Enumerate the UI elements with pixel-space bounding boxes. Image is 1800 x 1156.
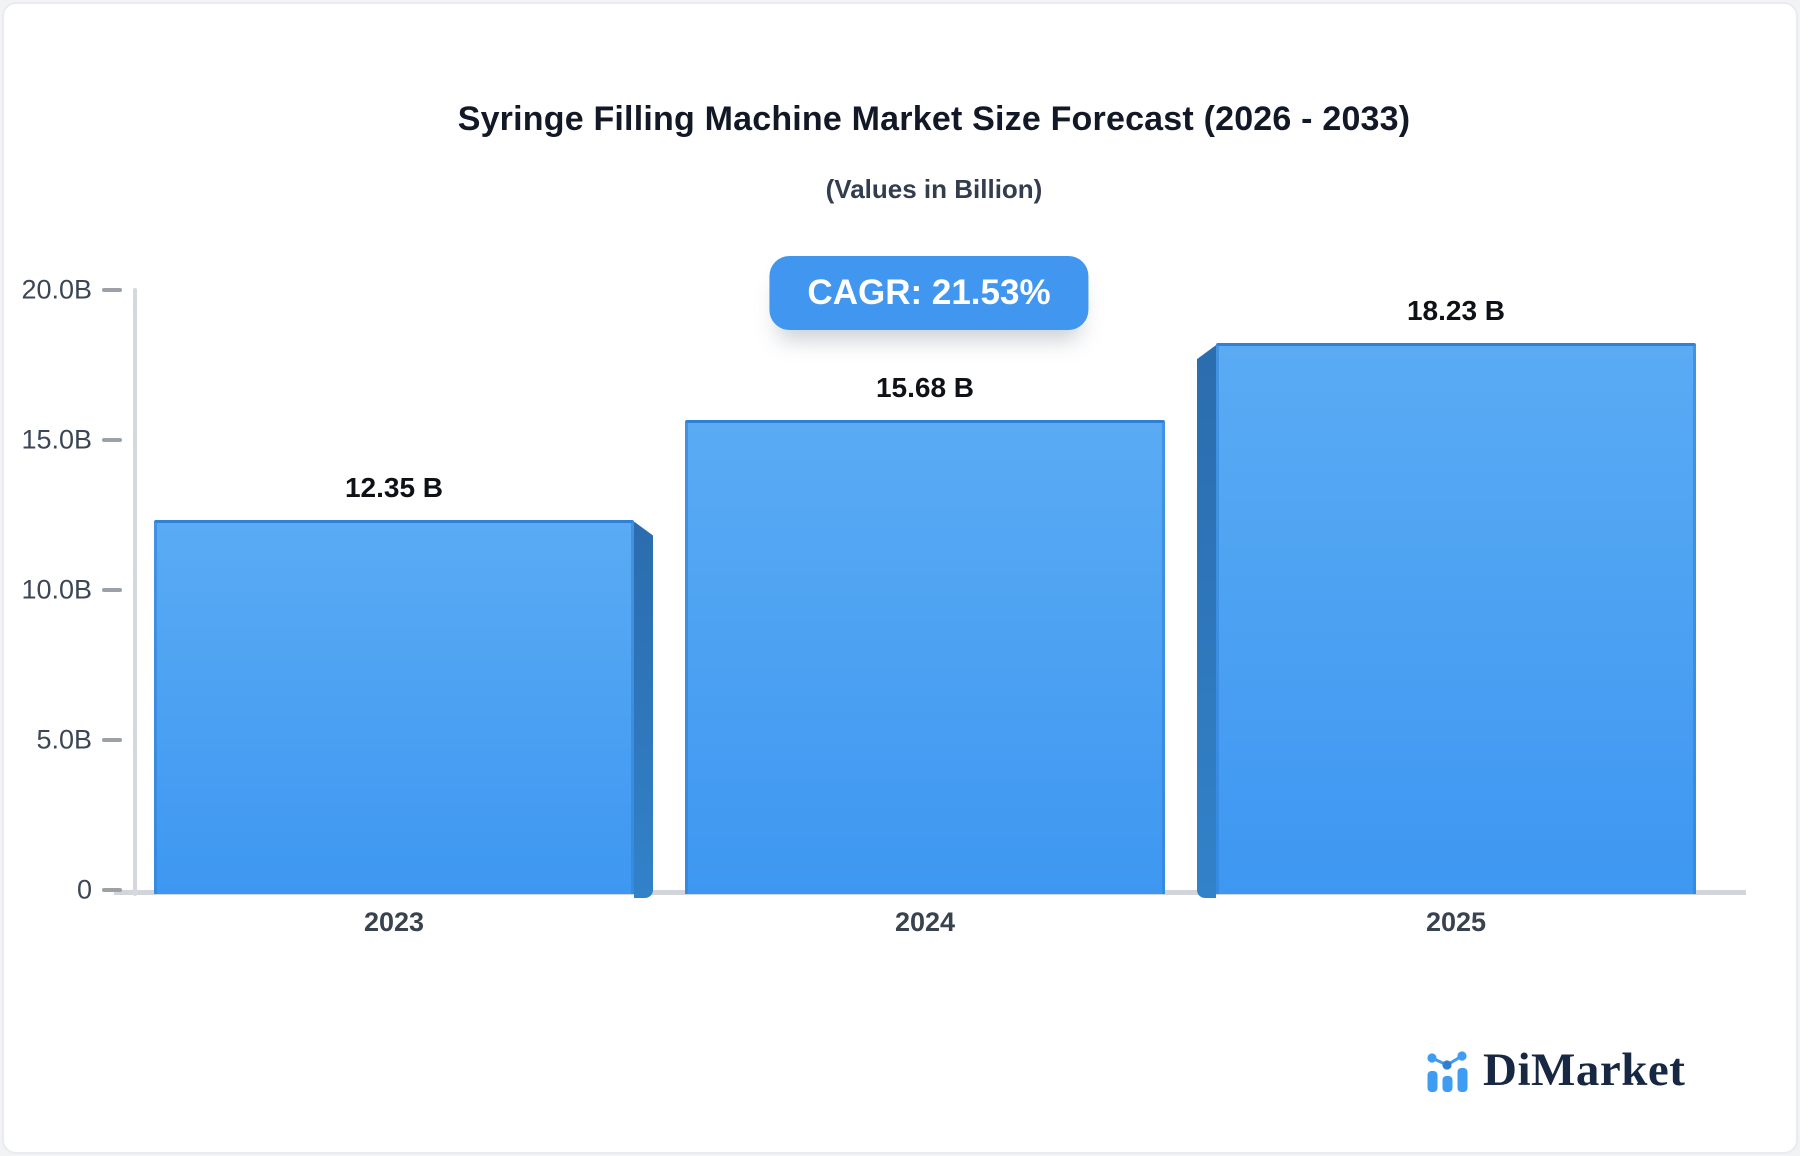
chart-title: Syringe Filling Machine Market Size Fore… (457, 100, 1411, 138)
bar-3d-side (1197, 345, 1216, 898)
y-tick-label: 20.0B (21, 274, 92, 305)
bar-value-label: 18.23 B (1406, 295, 1506, 327)
bar-2024[interactable] (685, 419, 1165, 894)
brand-logo-text: DiMarket (1483, 1044, 1686, 1096)
y-tick-mark (102, 738, 122, 742)
y-tick-mark (102, 288, 122, 292)
y-tick-label: 15.0B (21, 424, 92, 455)
brand-logo[interactable]: DiMarket (1425, 1046, 1685, 1094)
y-tick-mark (102, 438, 122, 442)
bar-2025[interactable] (1216, 343, 1696, 894)
y-axis-line (133, 288, 137, 896)
bar-2023[interactable] (154, 519, 634, 894)
bar-chart-trend-icon (1427, 1051, 1468, 1092)
y-tick-label: 0 (76, 874, 92, 905)
x-tick-label: 2024 (894, 907, 956, 937)
bar-value-label: 15.68 B (875, 371, 975, 403)
x-tick-label: 2025 (1425, 907, 1487, 937)
y-tick-label: 10.0B (21, 574, 92, 605)
bar-value-label: 12.35 B (344, 471, 444, 503)
y-tick-mark (102, 588, 122, 592)
y-tick-label: 5.0B (36, 724, 92, 755)
x-tick-label: 2023 (363, 907, 425, 937)
cagr-badge: CAGR: 21.53% (769, 256, 1089, 330)
y-tick-mark (102, 888, 122, 892)
chart-subtitle: (Values in Billion) (825, 174, 1043, 204)
bar-3d-side (634, 521, 653, 898)
